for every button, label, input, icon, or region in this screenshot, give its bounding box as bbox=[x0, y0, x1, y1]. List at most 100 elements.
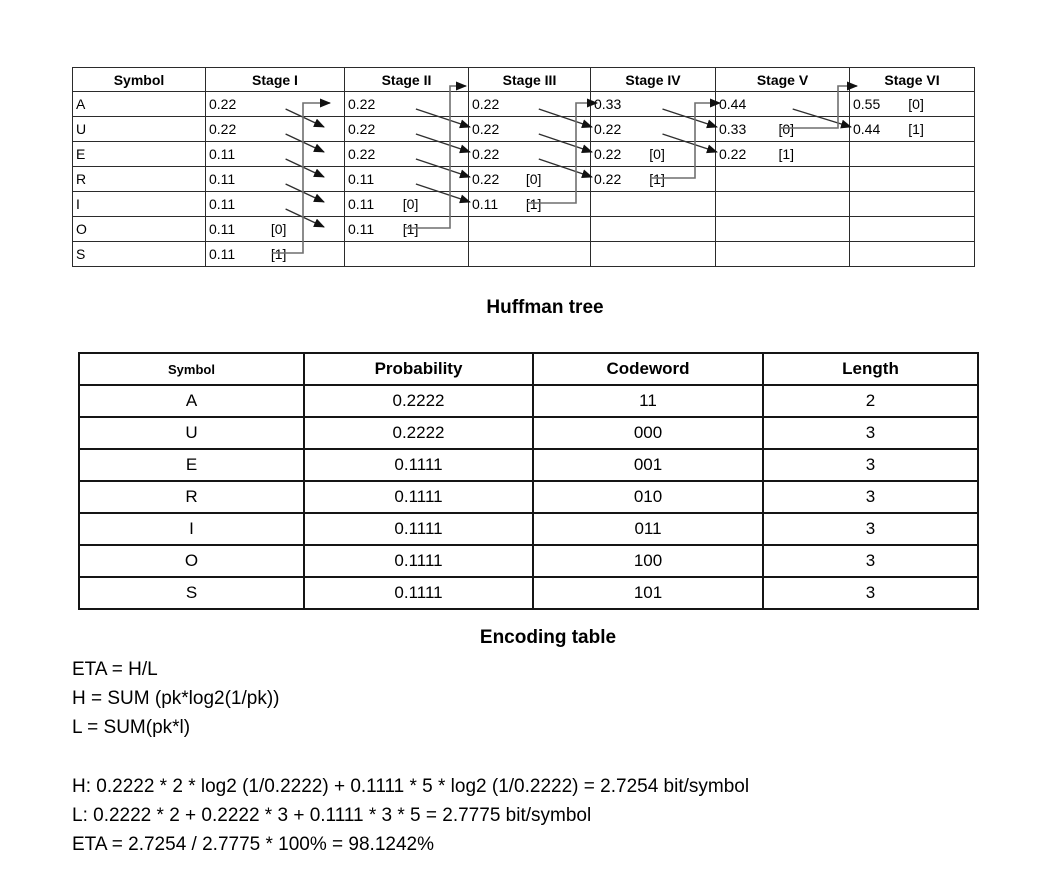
code-bit-label: [1] bbox=[908, 121, 924, 137]
symbol-cell: I bbox=[78, 512, 305, 546]
stage-cell: 0.22 bbox=[468, 91, 591, 117]
stage-cell: 0.11 bbox=[344, 166, 469, 192]
encoding-table-row: A 0.2222 11 2 bbox=[78, 384, 979, 418]
probability-cell: 0.1111 bbox=[303, 544, 534, 578]
stage-cell bbox=[849, 166, 975, 192]
formula-line-eta: ETA = H/L bbox=[72, 659, 158, 680]
symbol-cell: S bbox=[72, 241, 206, 267]
stage-probability: 0.22 bbox=[594, 171, 622, 187]
stage-cell: 0.22 bbox=[344, 116, 469, 142]
stage-cell bbox=[344, 241, 469, 267]
stage-cell bbox=[715, 241, 850, 267]
stage-probability: 0.11 bbox=[348, 196, 375, 212]
codeword-cell: 000 bbox=[532, 416, 764, 450]
stage-cell bbox=[715, 166, 850, 192]
stage-cell: 0.11 bbox=[205, 141, 345, 167]
encoding-table-row: S 0.1111 101 3 bbox=[78, 576, 979, 610]
codeword-cell: 011 bbox=[532, 512, 764, 546]
stage-probability: 0.11 bbox=[348, 171, 375, 187]
symbol-cell: U bbox=[72, 116, 206, 142]
stage-table-row: I 0.11 0.11 [0] 0.11 [1] bbox=[72, 191, 975, 217]
stage-cell: 0.22 bbox=[468, 141, 591, 167]
stage-probability: 0.11 bbox=[209, 246, 236, 262]
stage-cell bbox=[715, 216, 850, 242]
stage-cell: 0.22 bbox=[590, 116, 716, 142]
stage-cell bbox=[468, 241, 591, 267]
stage-cell bbox=[715, 191, 850, 217]
code-bit-label: [0] bbox=[270, 221, 287, 237]
stage-cell bbox=[849, 141, 975, 167]
huffman-tree-caption: Huffman tree bbox=[486, 297, 604, 318]
stage-probability: 0.11 bbox=[209, 196, 236, 212]
encoding-table-header-row: Symbol Probability Codeword Length bbox=[78, 352, 979, 386]
stage-cell bbox=[849, 241, 975, 267]
stage-cell bbox=[590, 241, 716, 267]
stage-probability: 0.22 bbox=[472, 146, 500, 162]
stage-probability: 0.22 bbox=[719, 146, 747, 162]
stage-probability: 0.11 bbox=[209, 171, 236, 187]
symbol-cell: O bbox=[78, 544, 305, 578]
stage-table-header: Stage I bbox=[205, 67, 345, 92]
stage-probability: 0.22 bbox=[594, 121, 622, 137]
stage-probability: 0.11 bbox=[348, 221, 375, 237]
encoding-table-header: Symbol bbox=[78, 352, 305, 386]
stage-probability: 0.22 bbox=[594, 146, 622, 162]
symbol-cell: E bbox=[72, 141, 206, 167]
code-bit-label: [1] bbox=[402, 221, 419, 237]
stage-probability: 0.22 bbox=[209, 121, 237, 137]
stage-cell: 0.22 bbox=[205, 116, 345, 142]
stage-cell bbox=[590, 216, 716, 242]
stage-cell: 0.22 [0] bbox=[468, 166, 591, 192]
stage-probability: 0.33 bbox=[594, 96, 622, 112]
stage-cell: 0.22 [0] bbox=[590, 141, 716, 167]
length-cell: 3 bbox=[762, 544, 979, 578]
stage-probability: 0.44 bbox=[719, 96, 747, 112]
stage-cell: 0.44 [1] bbox=[849, 116, 975, 142]
stage-table-row: E 0.11 0.22 0.22 0.22 [0] 0.22 [1] bbox=[72, 141, 975, 167]
symbol-cell: U bbox=[78, 416, 305, 450]
stage-table-row: O 0.11 [0] 0.11 [1] bbox=[72, 216, 975, 242]
code-bit-label: [1] bbox=[649, 171, 665, 187]
stage-table-header: Symbol bbox=[72, 67, 206, 92]
encoding-table-header: Codeword bbox=[532, 352, 764, 386]
stage-table-row: R 0.11 0.11 0.22 [0] 0.22 [1] bbox=[72, 166, 975, 192]
symbol-cell: R bbox=[72, 166, 206, 192]
codeword-cell: 001 bbox=[532, 448, 764, 482]
stage-probability: 0.22 bbox=[472, 121, 500, 137]
stage-table-row: A 0.22 0.22 0.22 0.33 0.44 0.55 [0] bbox=[72, 91, 975, 117]
stage-cell: 0.11 bbox=[205, 166, 345, 192]
stage-probability: 0.11 bbox=[472, 196, 499, 212]
encoding-table-row: U 0.2222 000 3 bbox=[78, 416, 979, 450]
stage-cell bbox=[468, 216, 591, 242]
formula-line-l: L = SUM(pk*l) bbox=[72, 717, 191, 738]
stage-cell: 0.11 bbox=[205, 191, 345, 217]
stage-table-row: U 0.22 0.22 0.22 0.22 0.33 [0] 0.44 [1] bbox=[72, 116, 975, 142]
stage-cell: 0.33 [0] bbox=[715, 116, 850, 142]
probability-cell: 0.2222 bbox=[303, 416, 534, 450]
code-bit-label: [0] bbox=[778, 121, 795, 137]
stage-probability: 0.22 bbox=[348, 121, 376, 137]
symbol-cell: E bbox=[78, 448, 305, 482]
stage-probability: 0.22 bbox=[472, 171, 500, 187]
stage-cell: 0.33 bbox=[590, 91, 716, 117]
calc-line-eta: ETA = 2.7254 / 2.7775 * 100% = 98.1242% bbox=[72, 834, 434, 855]
calculation-block: H: 0.2222 * 2 * log2 (1/0.2222) + 0.1111… bbox=[72, 772, 749, 859]
length-cell: 3 bbox=[762, 480, 979, 514]
stage-table-header: Stage VI bbox=[849, 67, 975, 92]
huffman-stage-table: Symbol Stage I Stage II Stage III Stage IV St… bbox=[72, 67, 975, 267]
stage-cell: 0.11 [1] bbox=[344, 216, 469, 242]
symbol-cell: R bbox=[78, 480, 305, 514]
length-cell: 3 bbox=[762, 448, 979, 482]
probability-cell: 0.1111 bbox=[303, 512, 534, 546]
stage-table-row: S 0.11 [1] bbox=[72, 241, 975, 267]
stage-probability: 0.11 bbox=[209, 221, 236, 237]
stage-cell: 0.44 bbox=[715, 91, 850, 117]
stage-cell: 0.22 bbox=[468, 116, 591, 142]
stage-probability: 0.22 bbox=[348, 96, 376, 112]
length-cell: 3 bbox=[762, 416, 979, 450]
codeword-cell: 010 bbox=[532, 480, 764, 514]
stage-cell: 0.22 bbox=[344, 141, 469, 167]
stage-cell: 0.55 [0] bbox=[849, 91, 975, 117]
stage-cell bbox=[849, 216, 975, 242]
probability-cell: 0.1111 bbox=[303, 448, 534, 482]
